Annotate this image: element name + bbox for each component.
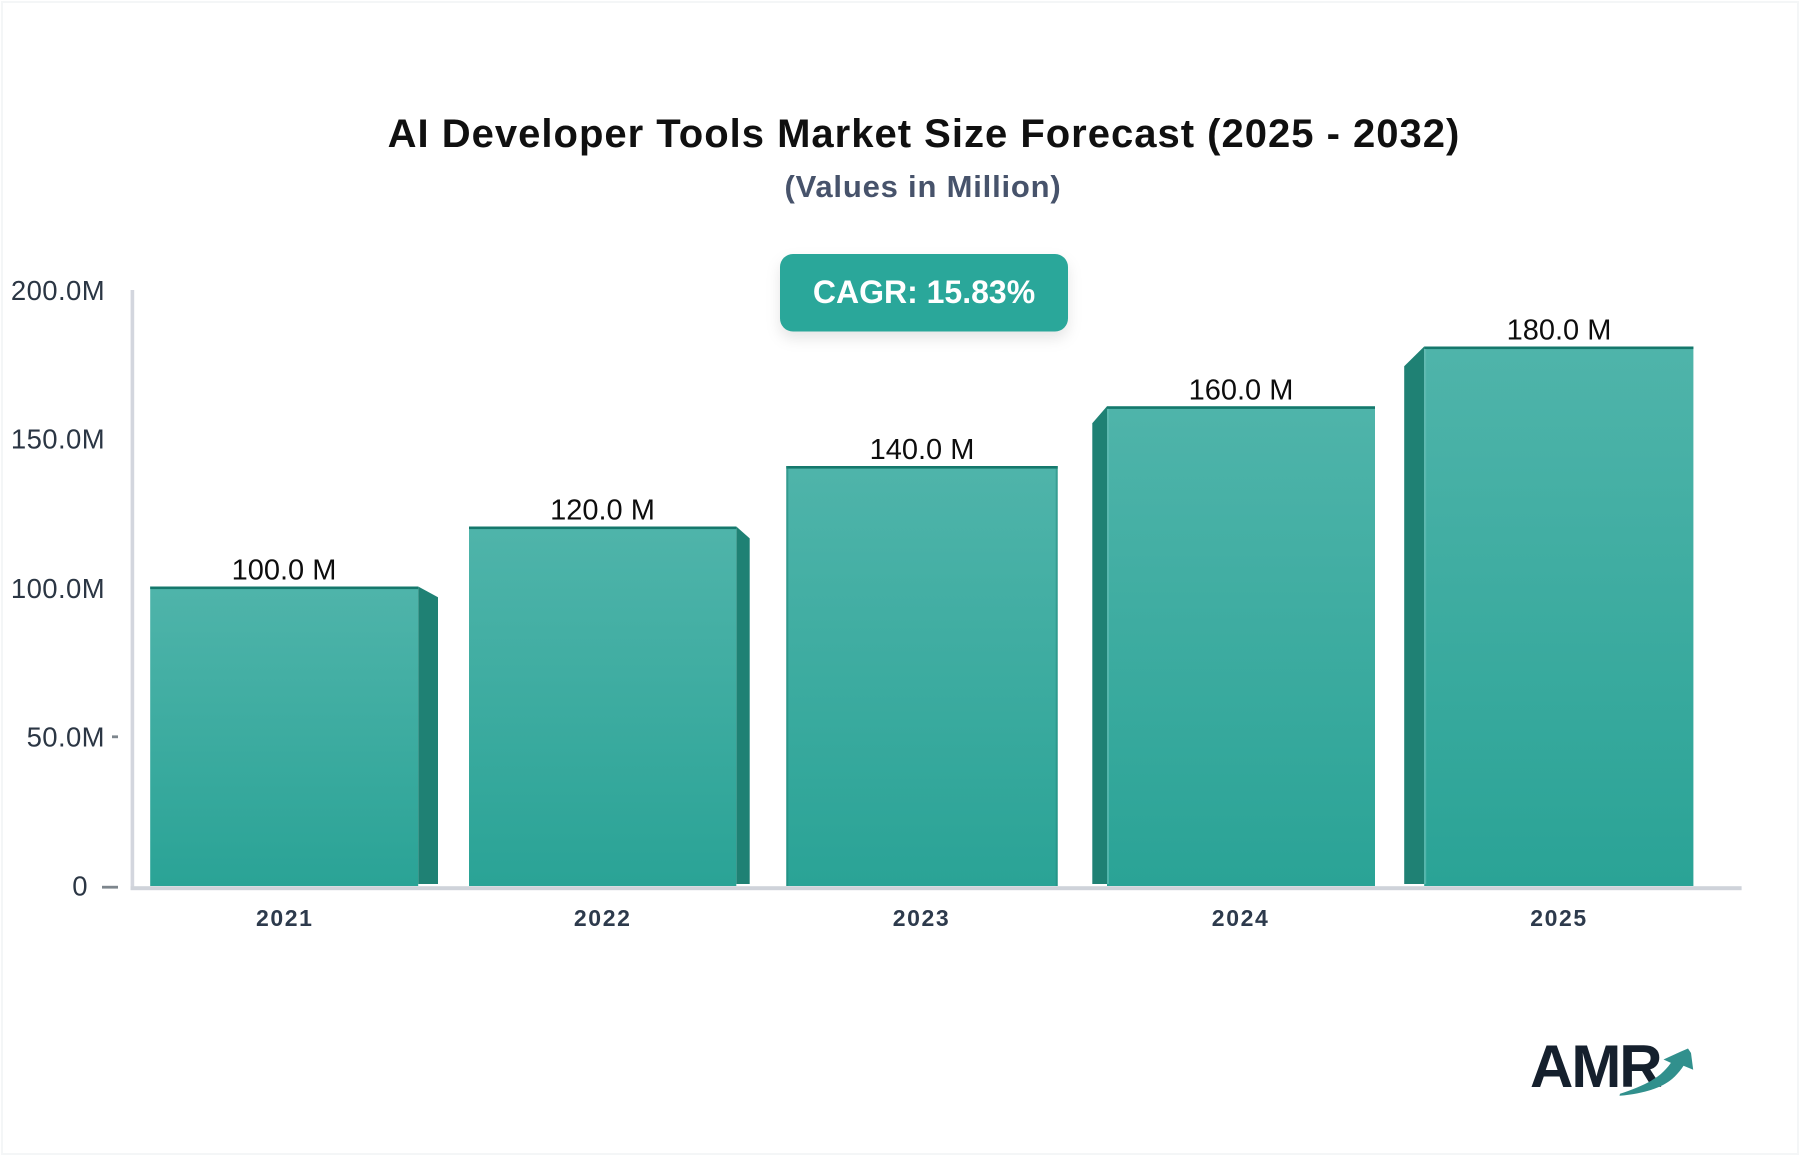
- svg-text:120.0 M: 120.0 M: [550, 495, 655, 527]
- svg-text:160.0 M: 160.0 M: [1189, 374, 1294, 406]
- svg-text:2022: 2022: [574, 905, 632, 931]
- svg-text:2021: 2021: [256, 905, 314, 931]
- svg-text:CAGR: 15.83%: CAGR: 15.83%: [813, 274, 1035, 310]
- svg-text:2024: 2024: [1212, 905, 1270, 931]
- svg-text:100.0M: 100.0M: [11, 573, 105, 604]
- svg-text:180.0 M: 180.0 M: [1507, 315, 1612, 347]
- svg-text:200.0M: 200.0M: [11, 275, 105, 306]
- svg-text:150.0M: 150.0M: [11, 424, 105, 455]
- svg-text:2025: 2025: [1530, 905, 1588, 931]
- svg-text:AI Developer Tools Market Size: AI Developer Tools Market Size Forecast …: [388, 112, 1461, 156]
- svg-text:(Values in Million): (Values in Million): [784, 169, 1061, 204]
- svg-text:50.0M: 50.0M: [27, 722, 105, 753]
- svg-text:0: 0: [72, 871, 88, 902]
- svg-text:2023: 2023: [893, 905, 951, 931]
- svg-text:140.0 M: 140.0 M: [870, 434, 975, 466]
- svg-text:100.0 M: 100.0 M: [232, 555, 337, 587]
